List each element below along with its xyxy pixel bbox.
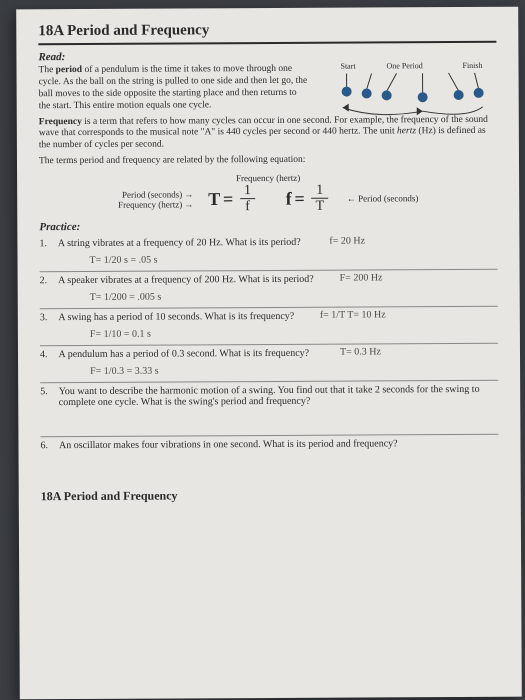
- bold-period: period: [56, 65, 82, 75]
- handwritten-answer: T= 1/200 = .005 s: [90, 292, 162, 303]
- denominator: f: [240, 199, 255, 214]
- equals: =: [223, 189, 233, 209]
- handwritten-answer: T= 1/20 s = .05 s: [89, 255, 157, 266]
- problem-text: An oscillator makes four vibrations in o…: [59, 438, 489, 451]
- denominator: T: [312, 199, 329, 214]
- footer-title: Period and Frequency: [64, 489, 178, 504]
- read-paragraph-1: The period of a pendulum is the time it …: [38, 64, 308, 113]
- problem-number: 6.: [40, 441, 56, 452]
- handwritten-answer: F= 1/10 = 0.1 s: [90, 329, 151, 340]
- diagram-start-label: Start: [340, 62, 355, 72]
- problem-text: You want to describe the harmonic motion…: [59, 384, 489, 408]
- problem-number: 1.: [39, 239, 55, 250]
- pendulum-diagram: Start One Period Finish: [326, 61, 496, 124]
- eq-T: T = 1 f: [208, 184, 259, 215]
- problem-text: A pendulum has a period of 0.3 second. W…: [58, 347, 488, 360]
- read-block: The period of a pendulum is the time it …: [38, 63, 497, 168]
- handwritten-answer: f= 1/T T= 10 Hz: [320, 310, 386, 321]
- handwritten-answer: F= 1/0.3 = 3.33 s: [90, 366, 159, 377]
- worksheet-page: 18A Period and Frequency Read: The perio…: [16, 7, 522, 700]
- problem-number: 3.: [40, 313, 56, 324]
- eq-top-label: Frequency (hertz): [39, 172, 497, 184]
- problem-item: 2. A speaker vibrates at a frequency of …: [40, 270, 498, 309]
- problem-item: 3. A swing has a period of 10 seconds. W…: [40, 307, 498, 346]
- problem-item: 6. An oscillator makes four vibrations i…: [40, 435, 498, 479]
- page-footer: 18A Period and Frequency: [41, 487, 499, 504]
- problem-item: 1. A string vibrates at a frequency of 2…: [39, 233, 497, 272]
- eq-f: f = 1 T: [286, 184, 332, 215]
- header-title: Period and Frequency: [67, 22, 209, 39]
- eq-left-labels: Period (seconds) → Frequency (hertz) →: [118, 190, 194, 210]
- fraction: 1 f: [240, 184, 255, 214]
- footer-code: 18A: [41, 489, 61, 503]
- equation-row: Frequency (hertz) Period (seconds) → Fre…: [39, 172, 497, 216]
- problem-text: A swing has a period of 10 seconds. What…: [58, 310, 488, 323]
- italic-hertz: hertz: [397, 127, 416, 137]
- problem-text: A speaker vibrates at a frequency of 200…: [58, 273, 488, 286]
- fraction: 1 T: [311, 184, 328, 214]
- header-code: 18A: [38, 23, 63, 39]
- handwritten-answer: F= 200 Hz: [340, 273, 383, 284]
- problem-number: 4.: [40, 350, 56, 361]
- T-symbol: T: [208, 189, 220, 209]
- handwritten-answer: T= 0.3 Hz: [340, 347, 381, 358]
- diagram-finish-label: Finish: [462, 61, 482, 71]
- problem-item: 5. You want to describe the harmonic mot…: [40, 381, 498, 437]
- text: Frequency (hertz): [118, 200, 182, 210]
- text: Period (seconds): [122, 190, 182, 200]
- page-header: 18A Period and Frequency: [38, 21, 496, 45]
- equals: =: [294, 189, 304, 209]
- problem-text: A string vibrates at a frequency of 20 H…: [58, 236, 488, 249]
- problems-list: 1. A string vibrates at a frequency of 2…: [39, 233, 498, 479]
- read-paragraph-3: The terms period and frequency are relat…: [39, 154, 497, 168]
- problem-number: 2.: [40, 276, 56, 287]
- eq-right-label: ← Period (seconds): [347, 193, 419, 203]
- problem-item: 4. A pendulum has a period of 0.3 second…: [40, 344, 498, 383]
- numerator: 1: [311, 184, 328, 199]
- text: Period (seconds): [358, 193, 418, 203]
- problem-number: 5.: [40, 387, 56, 398]
- f-symbol: f: [286, 189, 292, 209]
- diagram-period-label: One Period: [386, 61, 422, 71]
- handwritten-answer: f= 20 Hz: [329, 236, 365, 247]
- bold-frequency: Frequency: [39, 116, 82, 126]
- numerator: 1: [240, 184, 255, 199]
- practice-label: Practice:: [39, 219, 497, 233]
- text: The: [38, 65, 55, 75]
